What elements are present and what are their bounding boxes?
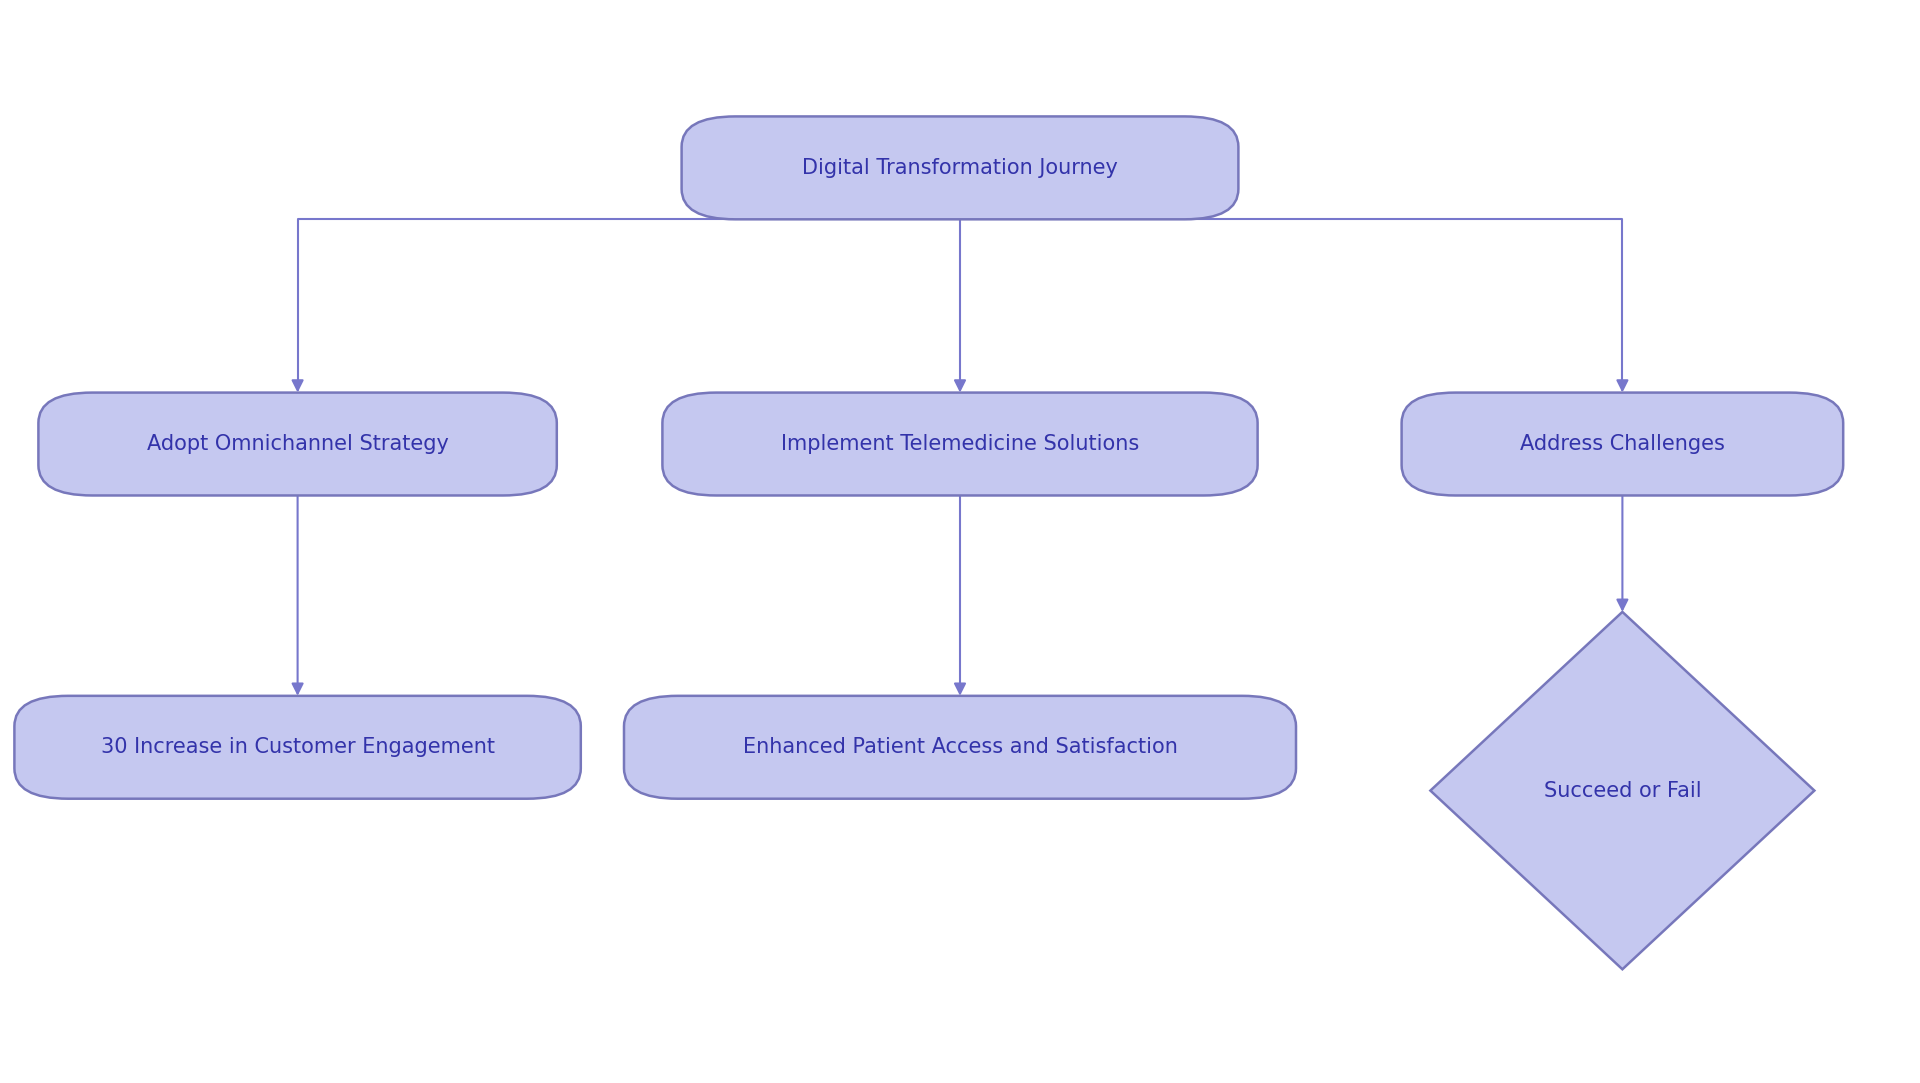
FancyBboxPatch shape [1402, 393, 1843, 496]
FancyBboxPatch shape [624, 695, 1296, 799]
Text: Succeed or Fail: Succeed or Fail [1544, 781, 1701, 800]
FancyBboxPatch shape [15, 695, 580, 799]
Text: Address Challenges: Address Challenges [1521, 434, 1724, 454]
FancyBboxPatch shape [662, 393, 1258, 496]
Text: Implement Telemedicine Solutions: Implement Telemedicine Solutions [781, 434, 1139, 454]
Polygon shape [1430, 612, 1814, 969]
Text: Enhanced Patient Access and Satisfaction: Enhanced Patient Access and Satisfaction [743, 738, 1177, 757]
FancyBboxPatch shape [682, 117, 1238, 219]
FancyBboxPatch shape [38, 393, 557, 496]
Text: 30 Increase in Customer Engagement: 30 Increase in Customer Engagement [100, 738, 495, 757]
Text: Adopt Omnichannel Strategy: Adopt Omnichannel Strategy [146, 434, 449, 454]
Text: Digital Transformation Journey: Digital Transformation Journey [803, 158, 1117, 178]
